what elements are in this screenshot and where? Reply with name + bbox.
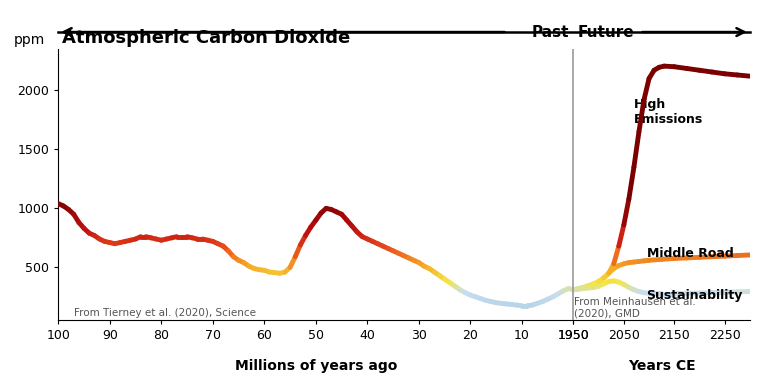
Text: Years CE: Years CE xyxy=(628,359,695,373)
Text: High
Emissions: High Emissions xyxy=(634,98,703,126)
Text: From Meinhausen et al.
(2020), GMD: From Meinhausen et al. (2020), GMD xyxy=(574,297,696,318)
Text: ppm: ppm xyxy=(13,33,44,47)
Text: Sustainability: Sustainability xyxy=(646,290,743,302)
Text: Atmospheric Carbon Dioxide: Atmospheric Carbon Dioxide xyxy=(61,29,350,48)
Text: Past: Past xyxy=(532,25,570,40)
Text: Future: Future xyxy=(577,25,634,40)
Text: Middle Road: Middle Road xyxy=(646,247,733,260)
Text: From Tierney et al. (2020), Science: From Tierney et al. (2020), Science xyxy=(74,308,256,318)
Text: Millions of years ago: Millions of years ago xyxy=(235,359,397,373)
